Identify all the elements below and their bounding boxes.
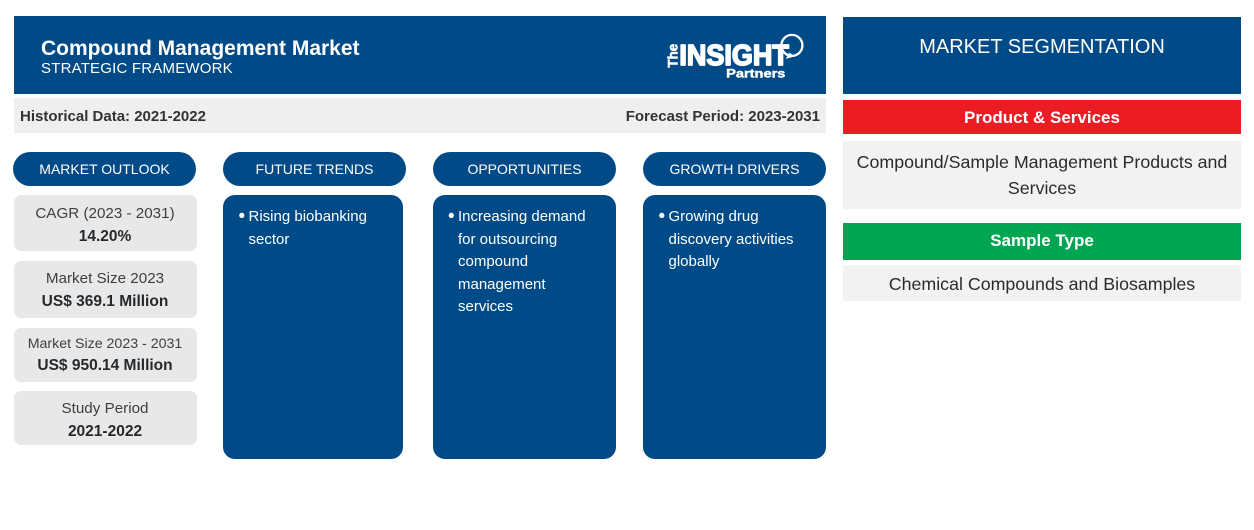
svg-text:Partners: Partners: [726, 68, 785, 80]
svg-text:The: The: [666, 44, 681, 68]
svg-text:INSIGHT: INSIGHT: [679, 40, 789, 72]
